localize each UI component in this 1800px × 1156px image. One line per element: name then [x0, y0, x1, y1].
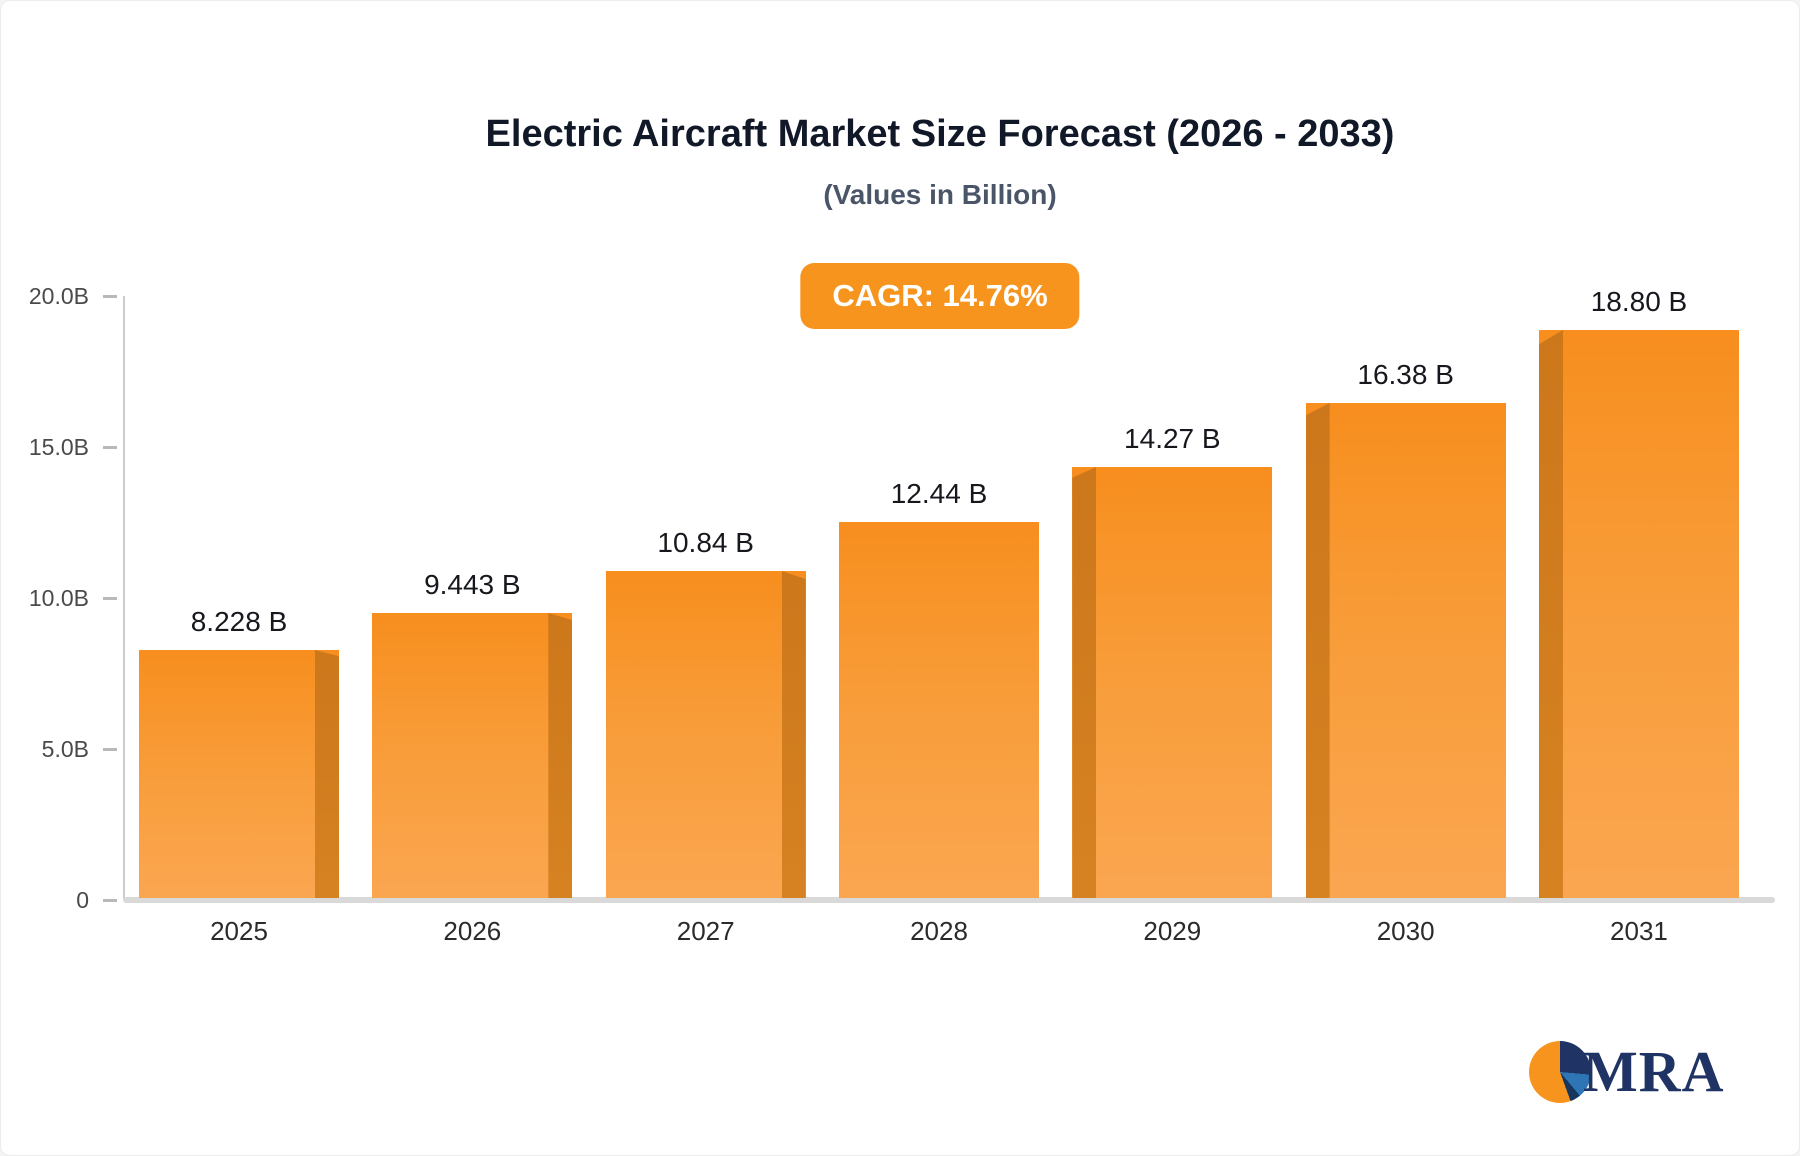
y-axis-tick: 0 — [1, 887, 123, 913]
x-axis-label: 2028 — [910, 916, 968, 946]
y-axis-tick-label: 5.0B — [41, 735, 89, 762]
y-axis-tick: 15.0B — [1, 434, 123, 460]
bar-value-label: 16.38 B — [1357, 359, 1454, 390]
bar-value-label: 14.27 B — [1124, 423, 1221, 454]
x-axis-label: 2030 — [1376, 916, 1435, 946]
chart-title: Electric Aircraft Market Size Forecast (… — [485, 113, 1395, 155]
bar-3d-shade — [548, 613, 573, 898]
bar-value-label: 12.44 B — [890, 478, 988, 509]
y-axis-tick-label: 15.0B — [28, 433, 89, 460]
bar — [139, 650, 339, 898]
bar-3d-shade — [1538, 330, 1563, 898]
chart-subtitle: (Values in Billion) — [823, 179, 1057, 210]
bar — [1305, 403, 1506, 898]
bar-group: 10.84 B 2027 — [605, 527, 806, 946]
x-axis-label: 2025 — [210, 916, 268, 946]
bar-value-label: 10.84 B — [657, 527, 754, 558]
bar-group: 14.27 B 2029 — [1072, 423, 1273, 946]
y-axis-tick-label: 0 — [76, 886, 89, 913]
logo-text: MRA — [1583, 1039, 1725, 1104]
y-axis-tick: 20.0B — [1, 283, 123, 309]
bar — [1538, 330, 1739, 898]
y-axis-tick-label: 20.0B — [28, 282, 89, 309]
y-axis-tick-mark — [103, 445, 117, 449]
x-axis-label: 2027 — [676, 916, 735, 946]
bar-3d-shade — [1305, 403, 1330, 898]
bar-3d-shade — [781, 571, 806, 898]
x-axis-label: 2026 — [443, 916, 502, 946]
bar-group: 12.44 B 2028 — [838, 478, 1039, 946]
logo-pie-icon — [1529, 1041, 1591, 1103]
y-axis-tick-label: 10.0B — [28, 584, 89, 611]
y-axis: 20.0B 15.0B 10.0B 5.0B 0 — [1, 283, 123, 913]
y-axis-tick-mark — [103, 747, 117, 751]
x-axis-baseline — [123, 897, 1775, 903]
bar-series: 8.228 B 2025 9.443 B 2026 10.84 B 2027 12.44 B… — [139, 286, 1739, 946]
bar-3d-shade — [1072, 467, 1097, 898]
y-axis-tick-mark — [103, 898, 117, 902]
x-axis-label: 2031 — [1610, 916, 1668, 946]
y-axis-tick-mark — [103, 294, 117, 298]
bar-value-label: 8.228 B — [190, 606, 288, 637]
bar — [605, 571, 806, 898]
bar-value-label: 9.443 B — [424, 569, 521, 600]
bar-group: 8.228 B 2025 — [139, 606, 339, 946]
bar-group: 18.80 B 2031 — [1538, 286, 1739, 946]
bar-3d-shade — [315, 650, 339, 898]
bar-value-label: 18.80 B — [1590, 286, 1688, 317]
bar-group: 9.443 B 2026 — [372, 569, 573, 946]
y-axis-tick: 10.0B — [1, 585, 123, 611]
bar-group: 16.38 B 2030 — [1305, 359, 1506, 946]
bar — [838, 522, 1039, 898]
cagr-badge: CAGR: 14.76% — [800, 263, 1080, 329]
logo: MRA — [1529, 1041, 1725, 1103]
y-axis-line — [123, 296, 125, 900]
bar — [372, 613, 573, 898]
y-axis-tick: 5.0B — [1, 736, 123, 762]
x-axis-label: 2029 — [1143, 916, 1202, 946]
y-axis-tick-mark — [103, 596, 117, 600]
bar — [1072, 467, 1273, 898]
